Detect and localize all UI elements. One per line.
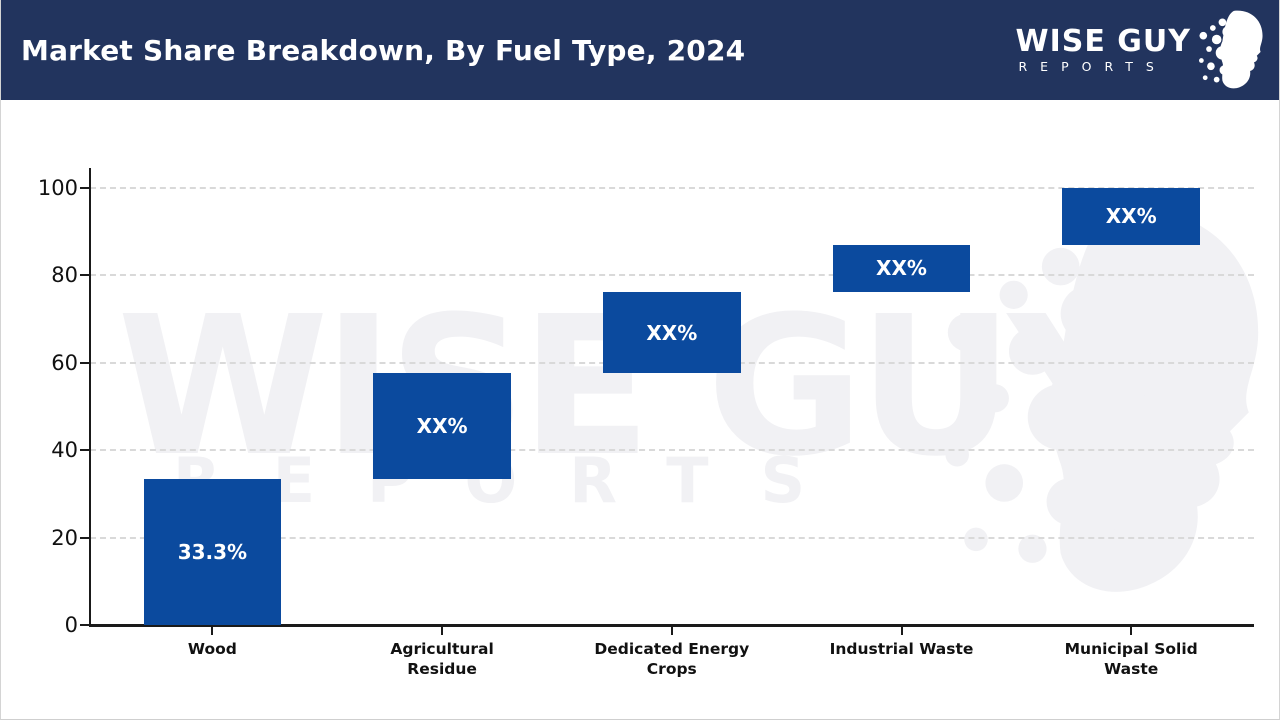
bar-value-label-agricultural-residue: XX% [416, 414, 468, 439]
bar-wood [143, 479, 282, 625]
bar-value-label-industrial-waste: XX% [876, 256, 927, 281]
x-tick-label-line: Industrial Waste [829, 640, 974, 658]
bar-value-label-wood: 33.3% [177, 540, 248, 565]
gridline-40 [90, 449, 1254, 451]
x-tick-agricultural-residue [441, 627, 444, 635]
gridline-80 [90, 274, 1254, 276]
x-tick-label-line: Crops [646, 660, 697, 678]
x-tick-municipal-solid-waste [1130, 627, 1133, 635]
bar-value-label-municipal-solid-waste: XX% [1105, 204, 1157, 229]
y-tick-label-40: 40 [51, 438, 78, 462]
report-header: Market Share Breakdown, By Fuel Type, 20… [1, 0, 1279, 100]
y-tick-60 [80, 361, 89, 364]
x-tick-wood [211, 627, 214, 635]
x-tick-label-dedicated-energy-crops: Dedicated Energy Crops [557, 639, 787, 679]
y-tick-label-100: 100 [37, 175, 78, 200]
brand-logo: WISE GUY REPORTS [1015, 7, 1267, 93]
x-tick-label-line: Wood [187, 640, 237, 658]
y-tick-40 [80, 449, 89, 451]
gridline-20 [90, 536, 1254, 539]
x-tick-label-line: Waste [1104, 660, 1159, 678]
y-tick-20 [80, 536, 89, 539]
y-axis [89, 168, 91, 627]
gridline-100 [90, 186, 1254, 189]
chart-title: Market Share Breakdown, By Fuel Type, 20… [21, 33, 746, 67]
bar-agricultural-residue [373, 373, 511, 480]
brand-logo-text: WISE GUY REPORTS [1015, 23, 1191, 74]
x-tick-label-line: Municipal Solid [1064, 640, 1198, 658]
y-tick-label-80: 80 [51, 263, 78, 287]
x-tick-label-line: Dedicated Energy [594, 640, 750, 658]
bar-industrial-waste [832, 244, 971, 292]
brand-head-icon [1198, 10, 1263, 89]
y-tick-80 [80, 274, 89, 276]
x-tick-label-line: Residue [407, 660, 477, 678]
x-tick-industrial-waste [900, 627, 903, 635]
x-axis [89, 624, 1254, 627]
x-tick-label-agricultural-residue: Agricultural Residue [327, 639, 557, 679]
y-tick-0 [80, 624, 89, 626]
bar-dedicated-energy-crops [603, 291, 741, 374]
y-tick-label-20: 20 [51, 525, 78, 550]
x-tick-label-industrial-waste: Industrial Waste [787, 639, 1017, 659]
y-tick-label-60: 60 [51, 350, 78, 375]
brand-name: WISE GUY [1015, 23, 1191, 59]
x-tick-dedicated-energy-crops [670, 627, 673, 635]
brand-tagline: REPORTS [1018, 58, 1167, 74]
x-tick-label-wood: Wood [97, 639, 327, 659]
bar-municipal-solid-waste [1062, 187, 1200, 245]
bar-value-label-dedicated-energy-crops: XX% [646, 320, 698, 345]
y-tick-100 [80, 186, 89, 189]
x-tick-label-municipal-solid-waste: Municipal Solid Waste [1016, 639, 1246, 679]
x-tick-label-line: Agricultural [390, 640, 494, 658]
y-tick-label-0: 0 [64, 613, 78, 637]
